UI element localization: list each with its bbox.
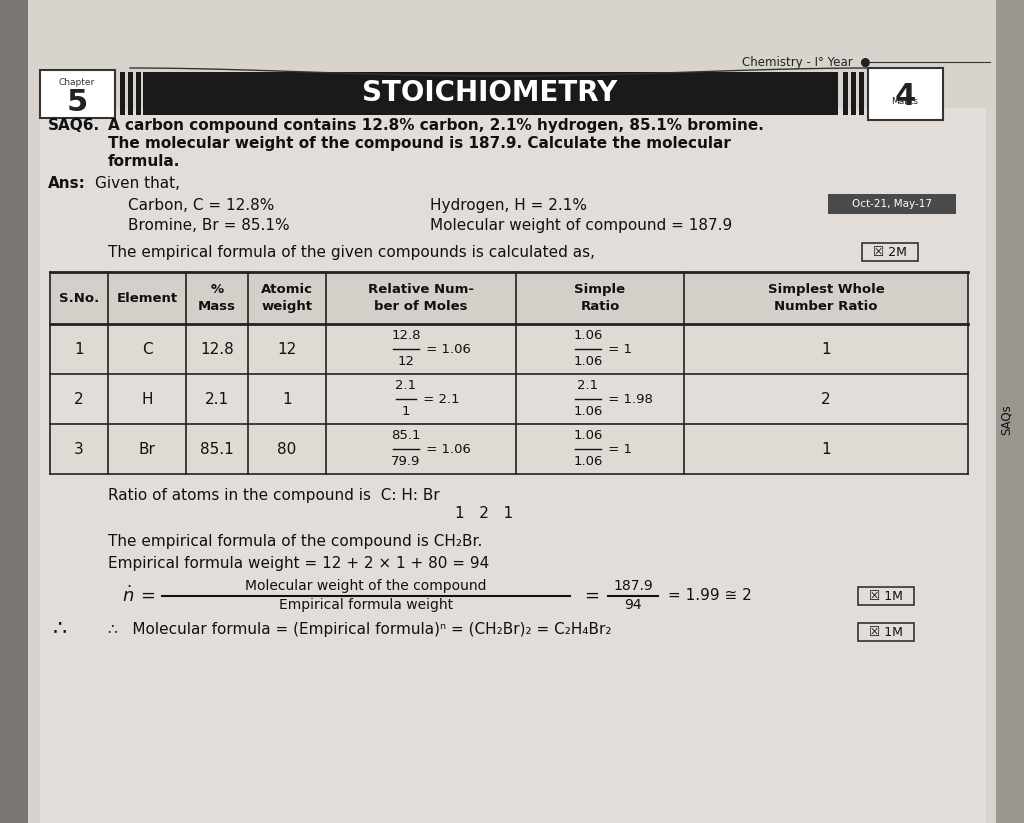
Text: 2.1: 2.1 [395,379,417,392]
Text: ☒ 1M: ☒ 1M [869,589,903,602]
Text: 12.8: 12.8 [200,342,233,356]
Text: Oct-21, May-17: Oct-21, May-17 [852,199,932,209]
Text: ∴   Molecular formula = (Empirical formula)ⁿ = (CH₂Br)₂ = C₂H₄Br₂: ∴ Molecular formula = (Empirical formula… [108,622,611,637]
Text: Chemistry - I° Year  ●: Chemistry - I° Year ● [741,55,870,68]
Text: 1: 1 [283,392,292,407]
Bar [858,587,914,605]
Text: 1: 1 [74,342,84,356]
Text: 2: 2 [74,392,84,407]
Text: = 1.98: = 1.98 [603,393,652,406]
Text: Chapter: Chapter [58,78,95,87]
Text: 79.9: 79.9 [391,455,421,468]
Bar [868,68,943,120]
Bar [136,72,141,115]
Text: 5: 5 [67,88,88,117]
Text: Ratio of atoms in the compound is  C: H: Br: Ratio of atoms in the compound is C: H: … [108,488,439,503]
Bar [828,194,956,214]
Text: 2: 2 [821,392,830,407]
Text: 12: 12 [397,355,415,368]
Bar [143,72,838,115]
Text: 187.9: 187.9 [613,579,653,593]
Bar [120,72,125,115]
Text: 1: 1 [821,441,830,457]
Text: 1.06: 1.06 [573,455,603,468]
Bar [859,72,864,115]
Text: formula.: formula. [108,154,180,169]
Text: $\dot{n}$: $\dot{n}$ [122,586,134,607]
Text: 1: 1 [821,342,830,356]
Text: 3: 3 [74,441,84,457]
Text: 1   2   1: 1 2 1 [455,506,513,521]
Text: 4: 4 [894,82,915,111]
Text: Simplest Whole
Number Ratio: Simplest Whole Number Ratio [768,283,885,313]
Bar [0,0,28,823]
Text: Relative Num-
ber of Moles: Relative Num- ber of Moles [368,283,474,313]
Text: 85.1: 85.1 [200,441,233,457]
Bar [40,108,986,823]
Text: = 1.06: = 1.06 [422,443,470,455]
Text: Atomic
weight: Atomic weight [261,283,313,313]
Text: The molecular weight of the compound is 187.9. Calculate the molecular: The molecular weight of the compound is … [108,136,731,151]
Text: A carbon compound contains 12.8% carbon, 2.1% hydrogen, 85.1% bromine.: A carbon compound contains 12.8% carbon,… [108,118,764,133]
Text: Ans:: Ans: [48,176,86,191]
Bar [50,424,968,474]
Bar [858,623,914,641]
Text: = 1.99 ≅ 2: = 1.99 ≅ 2 [668,588,752,603]
Text: 2.1: 2.1 [205,392,229,407]
Text: 1: 1 [401,405,411,418]
Bar [862,243,918,261]
Text: Br: Br [138,441,156,457]
Text: 1.06: 1.06 [573,405,603,418]
Text: Carbon, C = 12.8%: Carbon, C = 12.8% [128,198,274,213]
Text: %
Mass: % Mass [198,283,236,313]
Text: STOICHIOMETRY: STOICHIOMETRY [362,79,617,107]
Bar [40,70,115,118]
Text: SAQ6.: SAQ6. [48,118,100,133]
Text: H: H [141,392,153,407]
Text: S.No.: S.No. [58,291,99,305]
Text: = 2.1: = 2.1 [419,393,460,406]
Text: = 1: = 1 [603,443,632,455]
Text: = 1.06: = 1.06 [422,342,470,356]
Text: ∴: ∴ [53,618,67,638]
Text: 12: 12 [278,342,297,356]
Bar [128,72,133,115]
Text: Simple
Ratio: Simple Ratio [574,283,626,313]
Text: C: C [141,342,153,356]
Text: = 1: = 1 [603,342,632,356]
Text: Element: Element [117,291,177,305]
Text: SAQs: SAQs [999,405,1013,435]
Text: 94: 94 [625,598,642,612]
Text: Given that,: Given that, [95,176,180,191]
Text: ☒ 1M: ☒ 1M [869,625,903,639]
Text: Molecular weight of the compound: Molecular weight of the compound [246,579,486,593]
Bar [843,72,848,115]
Text: Molecular weight of compound = 187.9: Molecular weight of compound = 187.9 [430,218,732,233]
Text: 85.1: 85.1 [391,429,421,442]
Text: =: = [585,587,599,605]
Bar [996,0,1024,823]
Text: =: = [140,587,156,605]
Text: Marks: Marks [892,97,919,106]
Text: 1.06: 1.06 [573,355,603,368]
Text: ☒ 2M: ☒ 2M [873,245,907,258]
Text: Empirical formula weight: Empirical formula weight [279,598,453,612]
Text: 2.1: 2.1 [578,379,599,392]
Bar [50,374,968,424]
Text: Hydrogen, H = 2.1%: Hydrogen, H = 2.1% [430,198,587,213]
Text: Empirical formula weight = 12 + 2 × 1 + 80 = 94: Empirical formula weight = 12 + 2 × 1 + … [108,556,489,571]
Text: 1.06: 1.06 [573,329,603,342]
Text: 12.8: 12.8 [391,329,421,342]
Bar [851,72,856,115]
Text: The empirical formula of the given compounds is calculated as,: The empirical formula of the given compo… [108,245,595,260]
Text: 1.06: 1.06 [573,429,603,442]
Bar [50,272,968,324]
Bar [50,324,968,374]
Text: 80: 80 [278,441,297,457]
Text: Bromine, Br = 85.1%: Bromine, Br = 85.1% [128,218,290,233]
Text: The empirical formula of the compound is CH₂Br.: The empirical formula of the compound is… [108,534,482,549]
